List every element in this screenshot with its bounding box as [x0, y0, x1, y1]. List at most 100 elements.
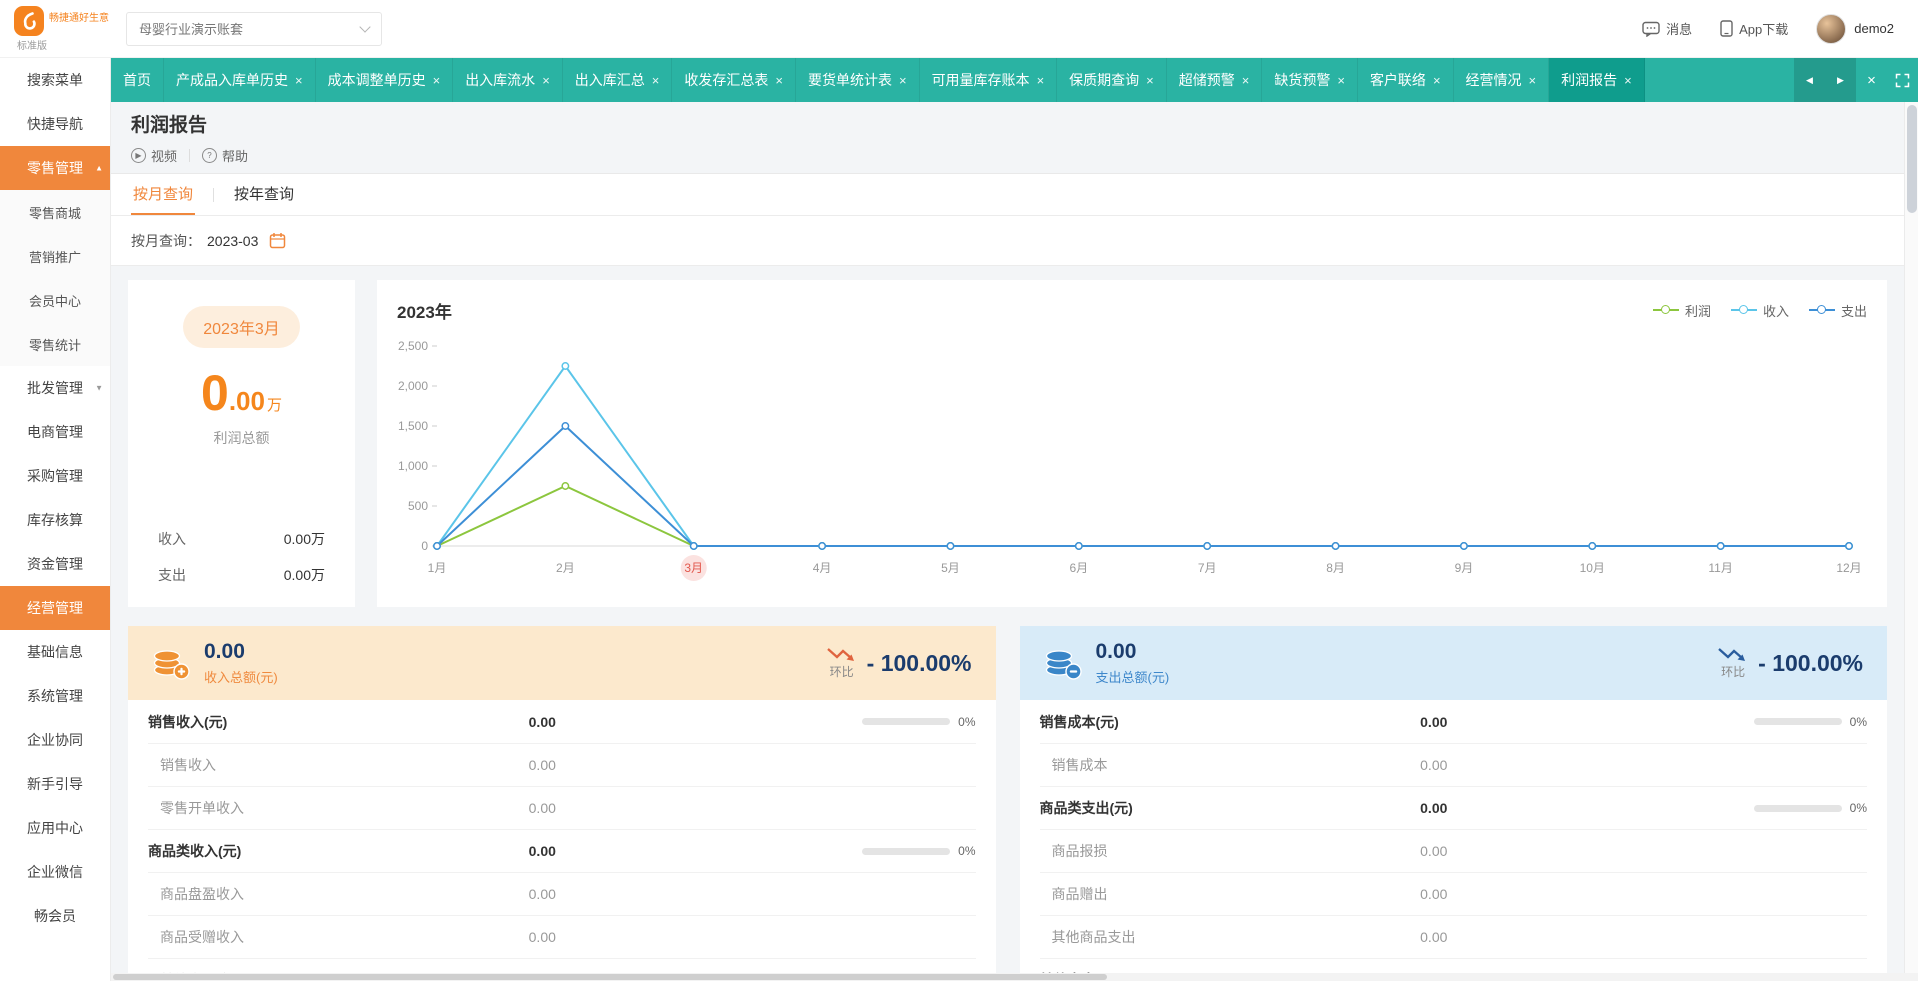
sidebar-item[interactable]: 采购管理: [0, 454, 110, 498]
tab-close-icon[interactable]: ×: [1146, 72, 1154, 88]
trend-chart-card: 2023年 利润 收入 支出 0 500 1,000 1,500 2,000 2,500 1月 2…: [377, 280, 1887, 607]
sidebar-item[interactable]: 基础信息: [0, 630, 110, 674]
sidebar-item[interactable]: 新手引导: [0, 762, 110, 806]
tabs-scroll-right-button[interactable]: ▶: [1825, 58, 1856, 102]
sidebar-item[interactable]: 营销推广: [0, 234, 110, 278]
progress-percent: 0%: [958, 844, 976, 858]
app-download-button[interactable]: App下载: [1720, 19, 1788, 38]
sidebar-item[interactable]: 企业微信: [0, 850, 110, 894]
sidebar-item[interactable]: 系统管理: [0, 674, 110, 718]
sidebar-item[interactable]: 经营管理: [0, 586, 110, 630]
legend-item[interactable]: 收入: [1730, 301, 1789, 320]
tab-close-icon[interactable]: ×: [542, 72, 550, 88]
video-link[interactable]: ▶ 视频: [131, 146, 177, 165]
svg-text:500: 500: [408, 499, 428, 513]
sidebar-item[interactable]: 搜索菜单: [0, 58, 110, 102]
calendar-icon[interactable]: [269, 232, 286, 249]
video-icon: ▶: [131, 148, 146, 163]
sidebar-item[interactable]: 畅会员: [0, 894, 110, 938]
tab-close-icon[interactable]: ×: [1241, 72, 1250, 88]
sidebar-item[interactable]: 零售管理 ▲: [0, 146, 110, 190]
tab-item[interactable]: 可用量库存账本 ×: [920, 58, 1058, 102]
tab-list: 首页 产成品入库单历史 × 成本调整单历史 × 出入库流水 × 出入库汇总 × 收发存汇总表 × 要货…: [111, 58, 1794, 102]
tab-label: 出入库流水: [465, 72, 536, 88]
tab-item[interactable]: 超储预警 ×: [1167, 58, 1263, 102]
row-value: 0.00: [528, 713, 556, 730]
sidebar-item[interactable]: 零售统计: [0, 322, 110, 366]
tab-item[interactable]: 利润报告 ×: [1549, 58, 1645, 102]
scrollbar-thumb[interactable]: [1907, 105, 1917, 213]
sidebar-item-label: 应用中心: [27, 820, 83, 836]
tab-yearly-query[interactable]: 按年查询: [234, 186, 295, 203]
tab-item[interactable]: 缺货预警 ×: [1262, 58, 1358, 102]
tab-item[interactable]: 要货单统计表 ×: [796, 58, 920, 102]
tab-close-icon[interactable]: ×: [775, 72, 783, 88]
video-label: 视频: [151, 149, 178, 164]
tab-monthly-query[interactable]: 按月查询: [131, 174, 196, 215]
tab-close-icon[interactable]: ×: [1432, 72, 1441, 88]
tab-close-icon[interactable]: ×: [1528, 72, 1537, 88]
svg-text:5月: 5月: [941, 561, 960, 575]
sidebar-item[interactable]: 应用中心: [0, 806, 110, 850]
tab-close-icon[interactable]: ×: [1624, 72, 1632, 88]
progress-bar: [862, 847, 951, 855]
sidebar-item[interactable]: 企业协同: [0, 718, 110, 762]
sidebar-item[interactable]: 电商管理: [0, 410, 110, 454]
scrollbar-thumb[interactable]: [113, 974, 1107, 980]
row-value: 0.00: [529, 972, 828, 973]
tab-item[interactable]: 首页: [111, 58, 164, 102]
help-link[interactable]: ? 帮助: [202, 146, 248, 165]
sidebar-item[interactable]: 会员中心: [0, 278, 110, 322]
fullscreen-button[interactable]: [1887, 58, 1918, 102]
tab-close-icon[interactable]: ×: [295, 72, 303, 88]
phone-icon: [1720, 20, 1733, 37]
tab-item[interactable]: 成本调整单历史 ×: [316, 58, 454, 102]
svg-text:4月: 4月: [813, 561, 832, 575]
tab-item[interactable]: 收发存汇总表 ×: [672, 58, 796, 102]
income-ratio-value: - 100.00%: [866, 649, 972, 676]
row-label: 商品赠出: [1051, 886, 1108, 902]
tab-item[interactable]: 出入库流水 ×: [453, 58, 563, 102]
legend-marker-icon: [1808, 305, 1835, 315]
tab-close-icon[interactable]: ×: [1337, 72, 1345, 88]
horizontal-scrollbar[interactable]: [111, 973, 1918, 981]
svg-text:2月: 2月: [556, 561, 575, 575]
tab-item[interactable]: 客户联络 ×: [1358, 58, 1454, 102]
income-rows: 销售收入(元) 0.00 0% 销售收入 0.00 零售开单收入 0.00 商品类收入(元) 0…: [128, 700, 996, 973]
line-chart[interactable]: 0 500 1,000 1,500 2,000 2,500 1月 2月 3月 4月 5月 6月 7月 8月…: [397, 332, 1867, 582]
tab-close-icon[interactable]: ×: [898, 72, 907, 88]
tab-item[interactable]: 出入库汇总 ×: [563, 58, 673, 102]
vertical-scrollbar[interactable]: [1904, 102, 1918, 973]
sidebar-item[interactable]: 库存核算: [0, 498, 110, 542]
tabs-scroll-left-button[interactable]: ◀: [1794, 58, 1825, 102]
sidebar-item[interactable]: 批发管理 ▼: [0, 366, 110, 410]
sidebar-item[interactable]: 资金管理: [0, 542, 110, 586]
chevron-down-icon: [359, 20, 371, 33]
account-select[interactable]: 母婴行业演示账套: [126, 11, 382, 46]
svg-text:11月: 11月: [1708, 561, 1732, 575]
tab-close-icon[interactable]: ×: [651, 72, 660, 88]
tab-item[interactable]: 保质期查询 ×: [1057, 58, 1167, 102]
expense-total-caption: 支出总额(元): [1095, 670, 1170, 685]
legend-label: 利润: [1684, 303, 1711, 319]
tab-label: 缺货预警: [1274, 72, 1331, 88]
sidebar-item-label: 电商管理: [27, 424, 83, 440]
tab-item[interactable]: 经营情况 ×: [1454, 58, 1550, 102]
svg-text:1,000: 1,000: [398, 459, 428, 473]
messages-button[interactable]: 消息: [1642, 19, 1692, 38]
sidebar-item-label: 搜索菜单: [27, 72, 83, 88]
table-row: 其他商品收入0.00: [148, 958, 976, 973]
month-picker-value[interactable]: 2023-03: [207, 232, 259, 249]
tab-label: 收发存汇总表: [684, 72, 769, 88]
legend-item[interactable]: 利润: [1652, 301, 1711, 320]
legend-item[interactable]: 支出: [1808, 301, 1867, 320]
progress-cell: 0%: [828, 844, 976, 858]
expense-coins-icon: [1045, 650, 1082, 680]
tab-close-icon[interactable]: ×: [432, 72, 441, 88]
tab-item[interactable]: 产成品入库单历史 ×: [164, 58, 316, 102]
tab-close-icon[interactable]: ×: [1036, 72, 1045, 88]
user-menu[interactable]: demo2: [1816, 13, 1894, 44]
sidebar-item[interactable]: 快捷导航: [0, 102, 110, 146]
sidebar-item[interactable]: 零售商城: [0, 190, 110, 234]
close-tab-button[interactable]: ×: [1867, 71, 1876, 89]
